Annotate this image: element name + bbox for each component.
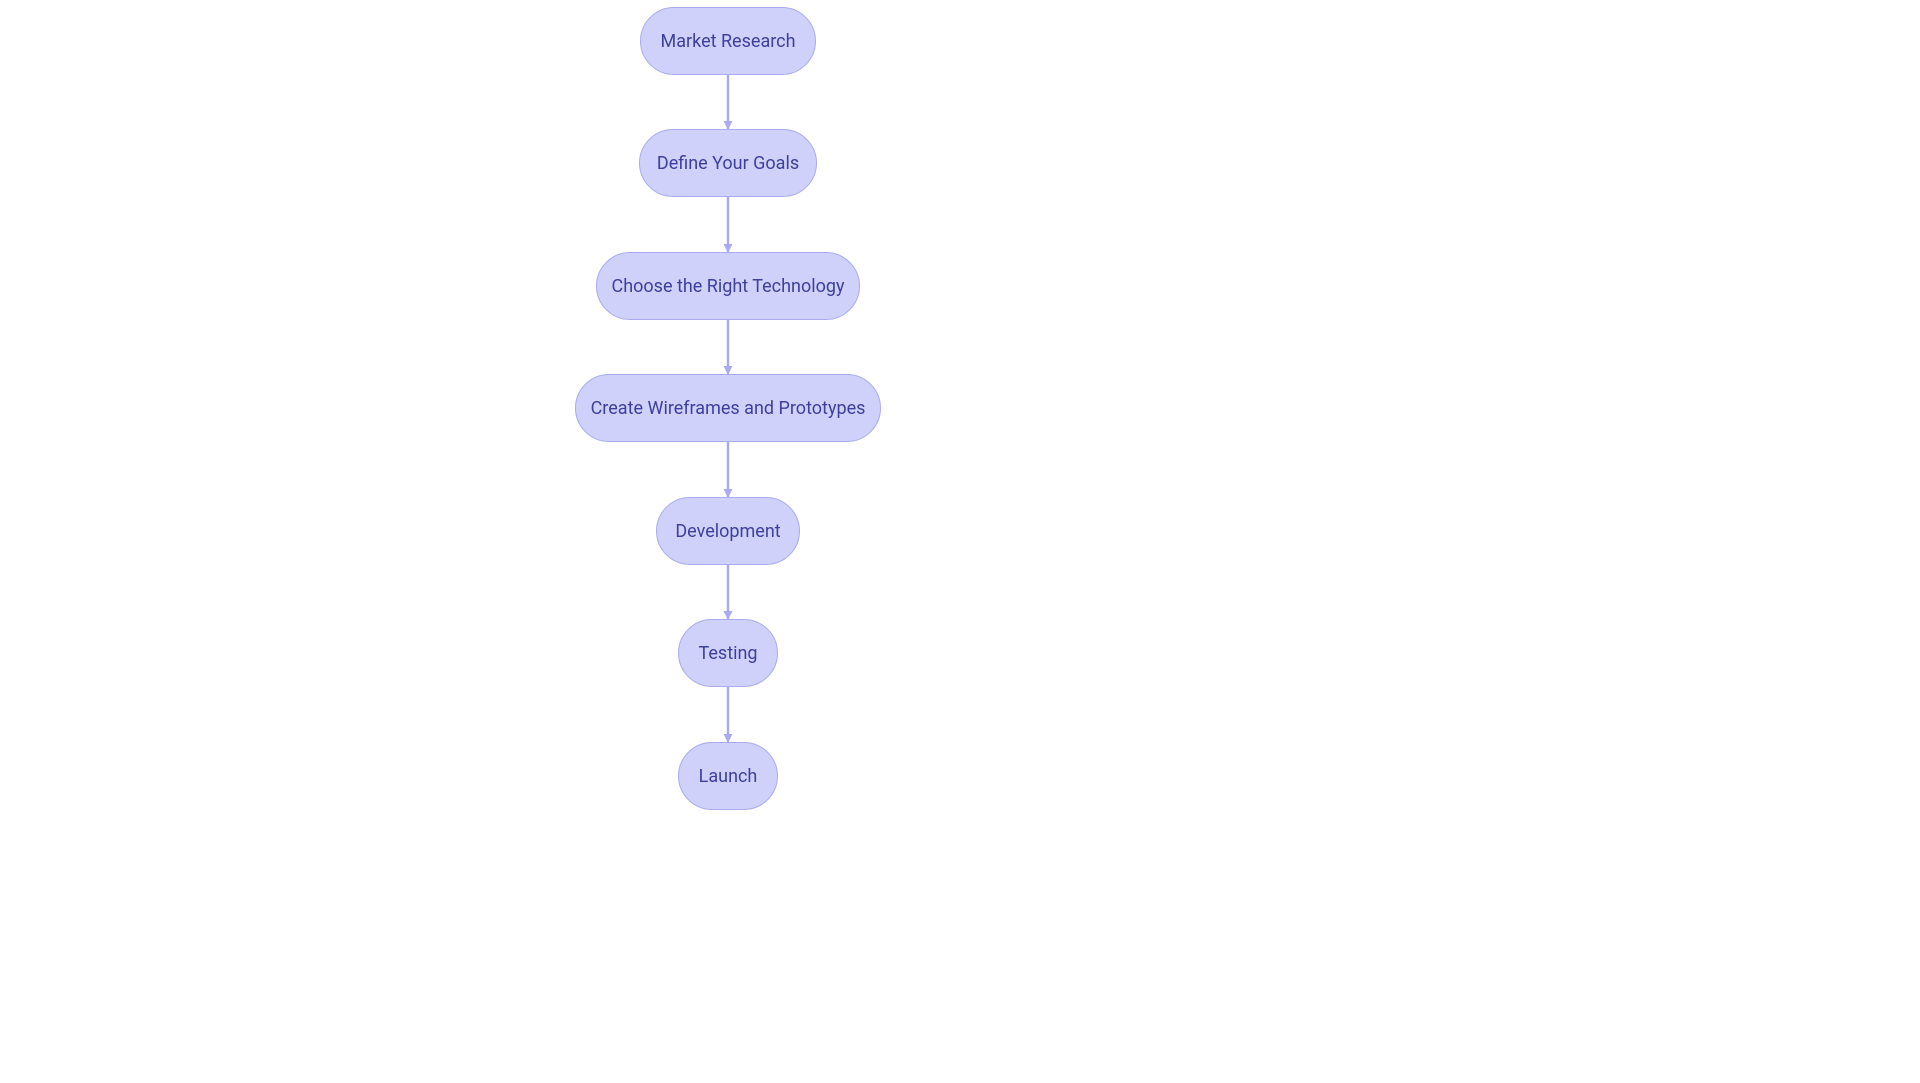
flowchart-node-label: Market Research xyxy=(661,31,796,52)
flowchart-node-label: Launch xyxy=(699,766,758,787)
flowchart-node: Define Your Goals xyxy=(639,129,817,197)
flowchart-node: Choose the Right Technology xyxy=(596,252,860,320)
flowchart-node: Launch xyxy=(678,742,778,810)
flowchart-node-label: Define Your Goals xyxy=(657,153,799,174)
flowchart-node: Market Research xyxy=(640,7,816,75)
flowchart-node-label: Choose the Right Technology xyxy=(612,276,845,297)
flowchart-edges xyxy=(0,0,1920,1083)
flowchart-node: Development xyxy=(656,497,800,565)
flowchart-node: Create Wireframes and Prototypes xyxy=(575,374,881,442)
flowchart-node-label: Development xyxy=(675,521,780,542)
flowchart-canvas: Market Research Define Your Goals Choose t… xyxy=(0,0,1920,1083)
flowchart-node-label: Testing xyxy=(698,643,757,664)
flowchart-node: Testing xyxy=(678,619,778,687)
flowchart-node-label: Create Wireframes and Prototypes xyxy=(591,398,866,419)
